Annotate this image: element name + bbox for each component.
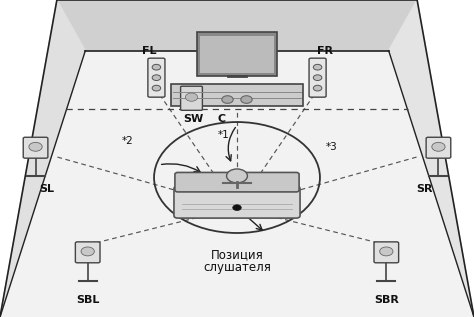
Circle shape [152, 85, 161, 91]
FancyBboxPatch shape [171, 84, 303, 106]
FancyBboxPatch shape [197, 32, 277, 76]
Text: SR: SR [416, 184, 432, 194]
Text: FL: FL [142, 46, 156, 56]
Circle shape [29, 142, 42, 151]
Text: SBL: SBL [76, 294, 100, 305]
Text: SW: SW [183, 114, 203, 124]
Text: SL: SL [39, 184, 54, 194]
Text: Позиция: Позиция [210, 249, 264, 262]
FancyBboxPatch shape [426, 137, 451, 158]
Circle shape [233, 205, 241, 210]
Text: SBR: SBR [374, 294, 399, 305]
FancyBboxPatch shape [75, 242, 100, 263]
Polygon shape [57, 0, 417, 51]
Circle shape [432, 142, 445, 151]
Circle shape [81, 247, 94, 256]
Circle shape [185, 93, 198, 101]
Circle shape [313, 64, 322, 70]
Circle shape [241, 96, 252, 103]
Circle shape [152, 75, 161, 81]
Text: *2: *2 [122, 136, 134, 146]
Polygon shape [389, 0, 474, 317]
FancyBboxPatch shape [174, 186, 300, 218]
FancyBboxPatch shape [23, 137, 48, 158]
Text: *1: *1 [218, 130, 229, 140]
Circle shape [313, 85, 322, 91]
Text: FR: FR [317, 46, 333, 56]
Text: слушателя: слушателя [203, 261, 271, 275]
Circle shape [222, 96, 233, 103]
Polygon shape [0, 0, 85, 317]
FancyBboxPatch shape [175, 172, 299, 192]
Circle shape [380, 247, 393, 256]
FancyBboxPatch shape [374, 242, 399, 263]
FancyBboxPatch shape [309, 58, 326, 97]
Circle shape [227, 169, 247, 183]
FancyBboxPatch shape [200, 36, 274, 73]
Text: C: C [218, 114, 226, 124]
FancyBboxPatch shape [148, 58, 165, 97]
FancyBboxPatch shape [181, 86, 202, 110]
Circle shape [152, 64, 161, 70]
Circle shape [313, 75, 322, 81]
Text: *3: *3 [326, 142, 337, 152]
